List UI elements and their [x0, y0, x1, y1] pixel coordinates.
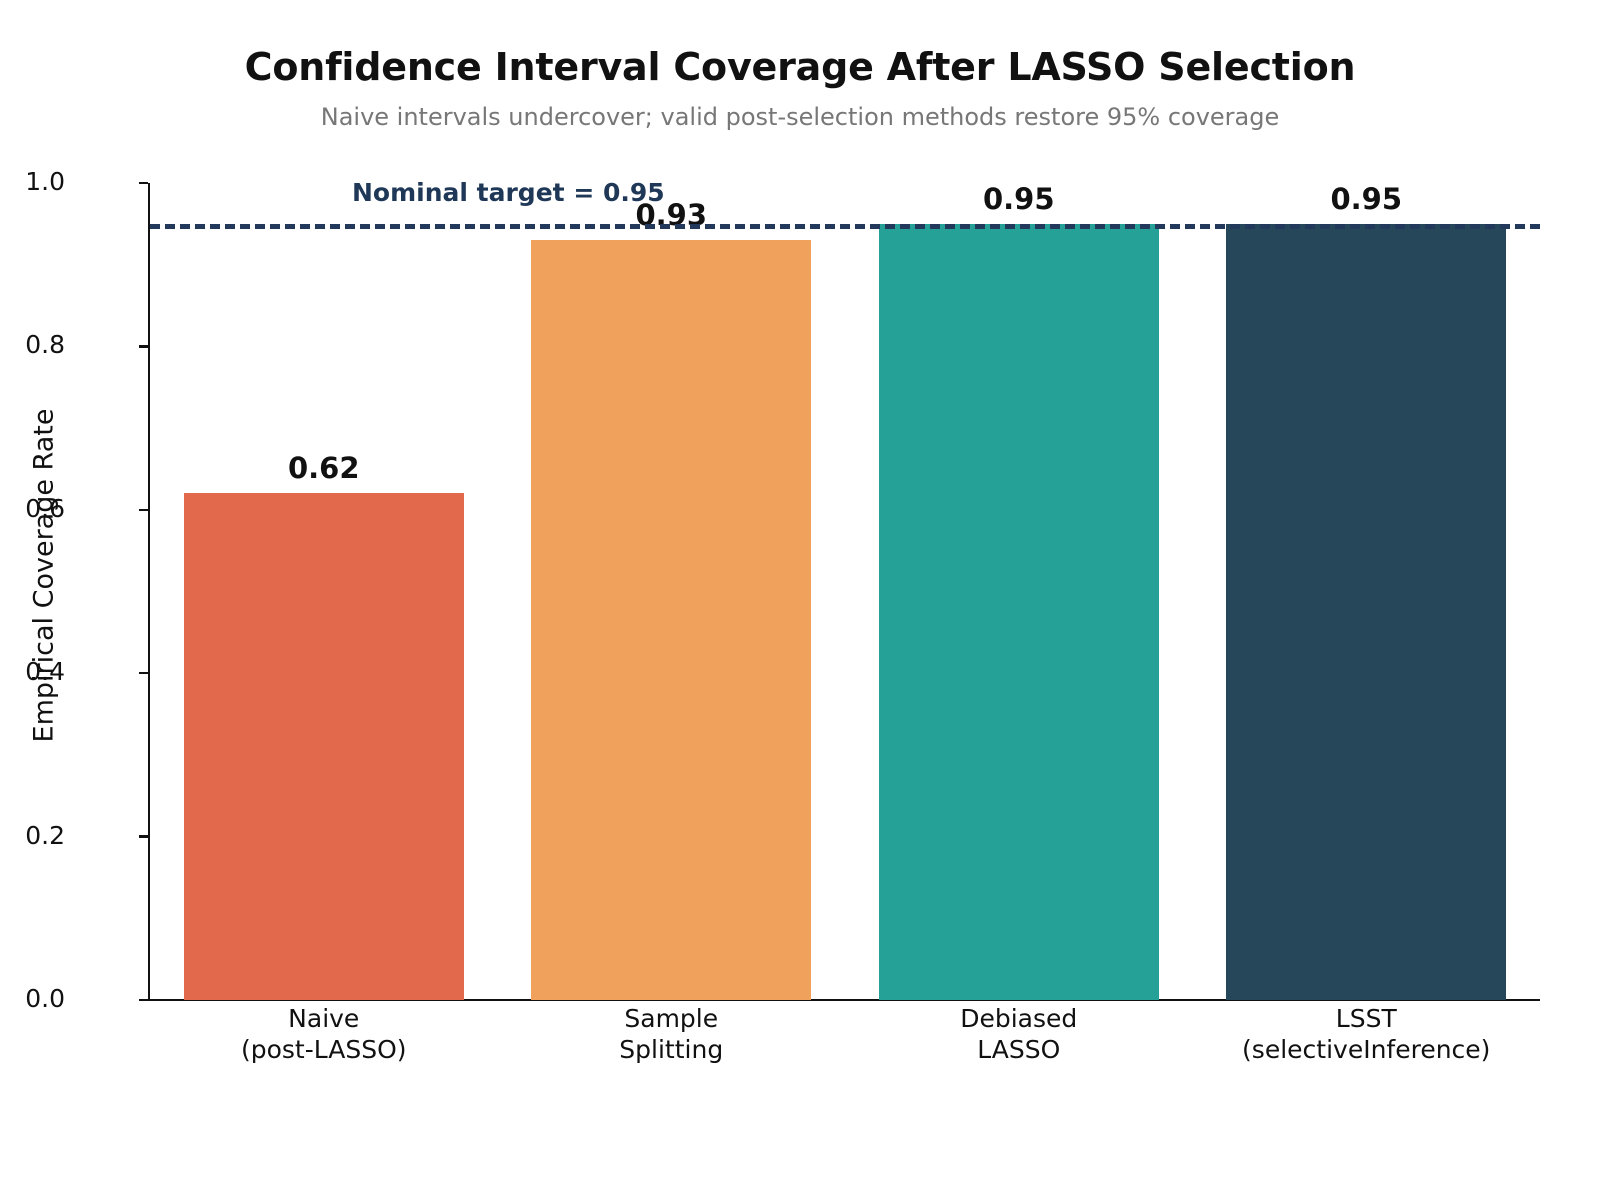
- y-tick-label: 0.6: [25, 493, 65, 523]
- nominal-target-annotation: Nominal target = 0.95: [352, 178, 665, 207]
- y-tick-label: 0.4: [25, 657, 65, 687]
- bar[interactable]: [531, 240, 812, 1000]
- bar[interactable]: [183, 493, 464, 1000]
- y-tick-mark: [139, 345, 148, 348]
- y-axis-spine: [148, 183, 151, 1001]
- bar-value-label: 0.95: [982, 181, 1055, 216]
- y-tick-label: 1.0: [25, 167, 65, 196]
- y-tick-label: 0.2: [25, 820, 65, 850]
- bar[interactable]: [878, 223, 1159, 1000]
- x-tick-label: Naive (post-LASSO): [240, 1004, 407, 1064]
- bar-value-label: 0.95: [1330, 181, 1403, 216]
- y-tick-mark: [139, 181, 148, 185]
- y-tick-mark: [139, 835, 148, 838]
- x-tick-label: Sample Splitting: [619, 1004, 724, 1064]
- y-tick-mark: [139, 508, 148, 511]
- x-tick-label: LSST (selectiveInference): [1242, 1004, 1491, 1064]
- x-axis-spine: [148, 999, 1540, 1002]
- y-tick-label: 0.8: [25, 330, 65, 360]
- bar-value-label: 0.62: [287, 451, 360, 486]
- y-tick-mark: [139, 998, 148, 1002]
- x-tick-label: Debiased LASSO: [960, 1004, 1078, 1064]
- plot-area: 0.62 0.93 0.95 0.95: [150, 181, 1540, 1000]
- bar[interactable]: [1226, 223, 1507, 1000]
- chart-title: Confidence Interval Coverage After LASSO…: [244, 45, 1356, 89]
- nominal-target-line: [150, 223, 1540, 229]
- y-tick-mark: [139, 672, 148, 675]
- chart-subtitle: Naive intervals undercover; valid post-s…: [320, 103, 1280, 131]
- y-tick-label: 0.0: [25, 984, 65, 1013]
